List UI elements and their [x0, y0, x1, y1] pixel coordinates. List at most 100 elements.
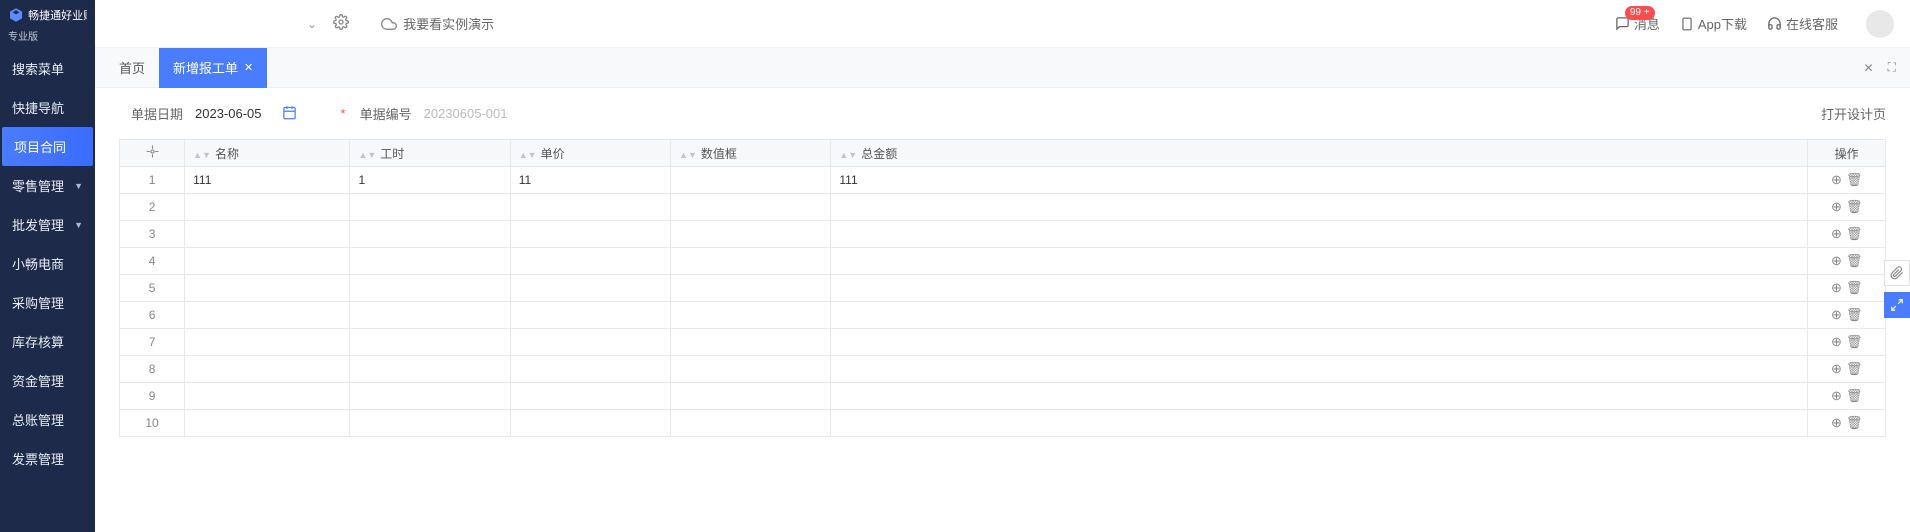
cell-price[interactable] — [510, 329, 670, 356]
table-row[interactable]: 1111111111⊕🗑 — [120, 167, 1886, 194]
tab-close-icon[interactable]: ✕ — [244, 61, 253, 74]
col-amount[interactable]: ▲▼总金额 — [831, 140, 1808, 167]
tabs-fullscreen-icon[interactable]: ⛶ — [1888, 60, 1896, 75]
col-hours[interactable]: ▲▼工时 — [350, 140, 510, 167]
cell-hours[interactable] — [350, 221, 510, 248]
table-row[interactable]: 4⊕🗑 — [120, 248, 1886, 275]
table-row[interactable]: 2⊕🗑 — [120, 194, 1886, 221]
row-add-icon[interactable]: ⊕ — [1831, 172, 1842, 188]
open-design-link[interactable]: 打开设计页 — [1821, 104, 1886, 123]
table-row[interactable]: 8⊕🗑 — [120, 356, 1886, 383]
tab-home[interactable]: 首页 — [105, 48, 159, 88]
cell-hours[interactable] — [350, 329, 510, 356]
cell-name[interactable]: 111 — [185, 167, 350, 194]
sidebar-item[interactable]: 采购管理 — [0, 283, 95, 322]
row-add-icon[interactable]: ⊕ — [1831, 388, 1842, 404]
cell-price[interactable] — [510, 383, 670, 410]
col-config[interactable] — [120, 140, 185, 167]
cell-hours[interactable] — [350, 302, 510, 329]
row-add-icon[interactable]: ⊕ — [1831, 199, 1842, 215]
row-delete-icon[interactable]: 🗑 — [1846, 199, 1863, 215]
cell-hours[interactable] — [350, 194, 510, 221]
demo-link[interactable]: 我要看实例演示 — [381, 14, 494, 33]
row-delete-icon[interactable]: 🗑 — [1846, 172, 1863, 188]
cell-numbox[interactable] — [671, 410, 831, 437]
table-row[interactable]: 6⊕🗑 — [120, 302, 1886, 329]
row-delete-icon[interactable]: 🗑 — [1846, 361, 1863, 377]
cell-name[interactable] — [185, 356, 350, 383]
avatar[interactable] — [1866, 10, 1894, 38]
col-name[interactable]: ▲▼名称 — [185, 140, 350, 167]
float-expand-button[interactable] — [1884, 292, 1910, 318]
row-add-icon[interactable]: ⊕ — [1831, 226, 1842, 242]
cell-numbox[interactable] — [671, 383, 831, 410]
cell-name[interactable] — [185, 410, 350, 437]
cell-hours[interactable] — [350, 356, 510, 383]
cell-name[interactable] — [185, 329, 350, 356]
calendar-icon[interactable] — [282, 105, 297, 123]
cell-price[interactable] — [510, 356, 670, 383]
sidebar-item[interactable]: 零售管理▼ — [0, 166, 95, 205]
row-delete-icon[interactable]: 🗑 — [1846, 280, 1863, 296]
table-row[interactable]: 10⊕🗑 — [120, 410, 1886, 437]
row-add-icon[interactable]: ⊕ — [1831, 334, 1842, 350]
cell-name[interactable] — [185, 248, 350, 275]
table-row[interactable]: 3⊕🗑 — [120, 221, 1886, 248]
cell-numbox[interactable] — [671, 194, 831, 221]
sidebar-item[interactable]: 项目合同 — [2, 127, 93, 166]
cell-numbox[interactable] — [671, 248, 831, 275]
sidebar-item[interactable]: 小畅电商 — [0, 244, 95, 283]
cell-price[interactable]: 11 — [510, 167, 670, 194]
sidebar-item[interactable]: 总账管理 — [0, 400, 95, 439]
cell-amount[interactable] — [831, 356, 1808, 383]
sidebar-item[interactable]: 库存核算 — [0, 322, 95, 361]
cell-name[interactable] — [185, 383, 350, 410]
app-download-button[interactable]: App下载 — [1680, 14, 1747, 33]
row-delete-icon[interactable]: 🗑 — [1846, 307, 1863, 323]
cell-price[interactable] — [510, 302, 670, 329]
col-numbox[interactable]: ▲▼数值框 — [671, 140, 831, 167]
row-add-icon[interactable]: ⊕ — [1831, 253, 1842, 269]
date-value[interactable]: 2023-06-05 — [195, 106, 262, 121]
cell-numbox[interactable] — [671, 356, 831, 383]
cell-name[interactable] — [185, 302, 350, 329]
cell-numbox[interactable] — [671, 275, 831, 302]
cell-price[interactable] — [510, 194, 670, 221]
code-placeholder[interactable]: 20230605-001 — [424, 106, 508, 121]
row-add-icon[interactable]: ⊕ — [1831, 415, 1842, 431]
row-delete-icon[interactable]: 🗑 — [1846, 253, 1863, 269]
cell-numbox[interactable] — [671, 329, 831, 356]
cell-hours[interactable] — [350, 410, 510, 437]
cell-numbox[interactable] — [671, 221, 831, 248]
cell-numbox[interactable] — [671, 302, 831, 329]
row-add-icon[interactable]: ⊕ — [1831, 307, 1842, 323]
support-button[interactable]: 在线客服 — [1767, 14, 1838, 33]
col-price[interactable]: ▲▼单价 — [510, 140, 670, 167]
cell-name[interactable] — [185, 275, 350, 302]
cell-price[interactable] — [510, 221, 670, 248]
cell-name[interactable] — [185, 194, 350, 221]
messages-button[interactable]: 99 + 消息 — [1615, 14, 1660, 33]
row-delete-icon[interactable]: 🗑 — [1846, 415, 1863, 431]
cell-name[interactable] — [185, 221, 350, 248]
sidebar-item[interactable]: 批发管理▼ — [0, 205, 95, 244]
cell-price[interactable] — [510, 248, 670, 275]
table-row[interactable]: 7⊕🗑 — [120, 329, 1886, 356]
org-dropdown-icon[interactable]: ⌄ — [307, 17, 317, 31]
row-delete-icon[interactable]: 🗑 — [1846, 334, 1863, 350]
cell-hours[interactable]: 1 — [350, 167, 510, 194]
cell-hours[interactable] — [350, 248, 510, 275]
cell-amount[interactable] — [831, 302, 1808, 329]
table-row[interactable]: 9⊕🗑 — [120, 383, 1886, 410]
cell-amount[interactable]: 111 — [831, 167, 1808, 194]
cell-amount[interactable] — [831, 248, 1808, 275]
cell-price[interactable] — [510, 410, 670, 437]
row-delete-icon[interactable]: 🗑 — [1846, 388, 1863, 404]
sidebar-item[interactable]: 资金管理 — [0, 361, 95, 400]
tab-active[interactable]: 新增报工单 ✕ — [159, 48, 267, 88]
sidebar-item[interactable]: 搜索菜单 — [0, 49, 95, 88]
cell-hours[interactable] — [350, 275, 510, 302]
row-delete-icon[interactable]: 🗑 — [1846, 226, 1863, 242]
cell-hours[interactable] — [350, 383, 510, 410]
settings-icon[interactable] — [333, 14, 349, 34]
